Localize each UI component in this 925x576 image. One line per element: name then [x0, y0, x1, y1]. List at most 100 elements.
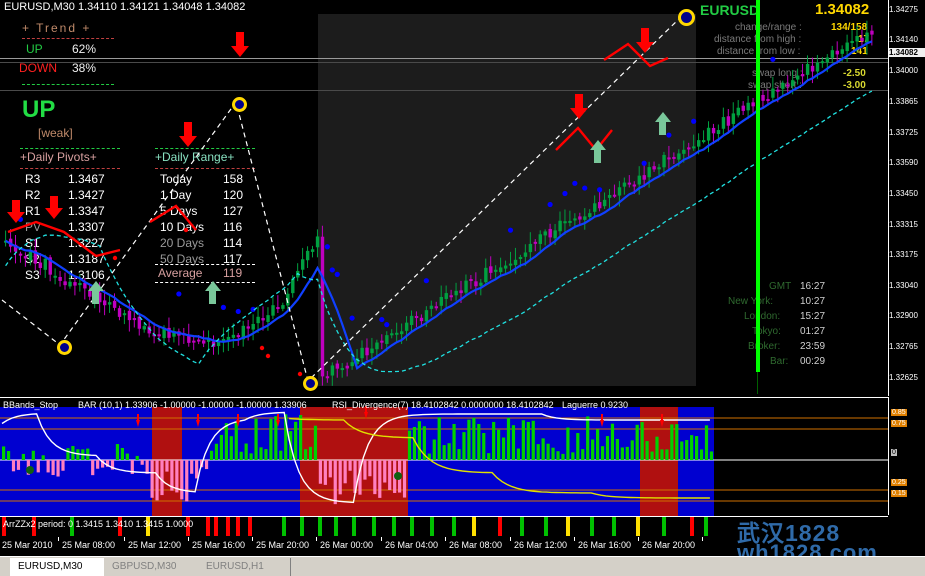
indicator-scale-label: 0.75 [891, 420, 907, 427]
daily-range-divider-top [155, 148, 255, 149]
time-axis[interactable]: 25 Mar 2010 25 Mar 08:00 25 Mar 12:00 25… [0, 537, 888, 556]
clock-value: 01:27 [800, 326, 826, 337]
time-tick-label: 25 Mar 16:00 [192, 540, 246, 550]
time-tick-label: 26 Mar 00:00 [320, 540, 374, 550]
daily-range-divider-bottom [155, 168, 255, 169]
indicator-scale-label: 0.85 [891, 409, 907, 416]
clock-value: 15:27 [800, 311, 826, 322]
indicator-graphics [0, 398, 888, 516]
pivot-label: S1 [25, 236, 40, 250]
time-tick-mark [702, 537, 703, 541]
trend-down-value: 38% [72, 61, 97, 75]
trend-up-value: 62% [72, 42, 97, 56]
info-row-value: 134/158 [831, 22, 868, 33]
time-tick-label: 25 Mar 2010 [2, 540, 53, 550]
clock-label: Broker: [748, 341, 781, 352]
price-tick: 1.33175 [889, 250, 918, 259]
time-tick-mark [252, 537, 253, 541]
price-tick: 1.34000 [889, 66, 918, 75]
indicator-scale-label: 0.15 [891, 490, 907, 497]
indicator-scale-label: 0 [891, 449, 897, 456]
price-tick: 1.32625 [889, 373, 918, 382]
clock-label: Tokyo: [752, 326, 781, 337]
time-tick-mark [381, 537, 382, 541]
price-tick: 1.33040 [889, 281, 918, 290]
price-tick: 1.33450 [889, 189, 918, 198]
price-tick: 1.33590 [889, 158, 918, 167]
time-tick-label: 25 Mar 12:00 [128, 540, 182, 550]
trend-panel-title: + Trend + [22, 21, 92, 35]
main-chart[interactable]: EURUSD,M30 1.34110 1.34121 1.34048 1.340… [0, 0, 888, 396]
pivot-value: 1.3467 [68, 172, 105, 186]
swap-short-label: swap short : [748, 80, 802, 91]
range-label: 20 Days [160, 236, 205, 250]
clock-label: London: [744, 311, 781, 322]
time-tick-mark [445, 537, 446, 541]
range-value: 120 [223, 188, 244, 202]
laguerre-label: Laguerre 0.9230 [562, 400, 629, 410]
trend-up-label: UP [26, 42, 43, 56]
indicator-scale-label: 0.25 [891, 479, 907, 486]
trend-signal: UP [22, 96, 56, 123]
zigzag-pivot-marker [678, 9, 695, 26]
clock-label: Bar: [770, 356, 789, 367]
pivot-label: R3 [25, 172, 41, 186]
tab-eurusd-h1[interactable]: EURUSD,H1 [198, 558, 291, 576]
range-label: Today [160, 172, 193, 186]
chart-graphics [1, 0, 874, 394]
tab-eurusd-m30[interactable]: EURUSD,M30 [10, 558, 110, 576]
time-tick-label: 26 Mar 20:00 [642, 540, 696, 550]
zigzag-pivot-marker [303, 376, 318, 391]
hline-resistance-2 [0, 62, 888, 63]
info-row-value: 141 [851, 46, 868, 57]
time-tick-mark [124, 537, 125, 541]
swap-long-label: swap long : [752, 68, 803, 79]
arrzz-label: ArrZZx2 period: 0 1.3415 1.3410 1.3415 1… [3, 519, 194, 529]
time-tick-label: 25 Mar 20:00 [256, 540, 310, 550]
price-tick: 1.34275 [889, 5, 918, 14]
price-tick: 1.33865 [889, 97, 918, 106]
range-value: 114 [223, 236, 243, 250]
clock-label: New York: [728, 296, 774, 307]
zigzag-pivot-marker [232, 97, 247, 112]
chart-tab-bar[interactable]: EURUSD,M30 GBPUSD,M30 EURUSD,H1 [0, 556, 925, 576]
tab-gbpusd-m30[interactable]: GBPUSD,M30 [104, 558, 205, 576]
pivot-label: R1 [25, 204, 41, 218]
time-tick-label: 26 Mar 04:00 [385, 540, 439, 550]
pivot-label: S3 [25, 268, 40, 282]
trend-down-label: DOWN [19, 61, 57, 75]
hline-mid [0, 90, 888, 91]
daily-range-average-value: 119 [223, 266, 243, 280]
pivot-value: 1.3106 [68, 268, 105, 282]
range-value: 116 [223, 220, 243, 234]
price-tick: 1.33725 [889, 128, 918, 137]
indicator-scale-axis[interactable]: 0.85 0.75 0 0.25 0.15 [888, 397, 925, 515]
clock-value: 00:29 [800, 356, 826, 367]
price-tick: 1.32765 [889, 342, 918, 351]
range-label: 50 Days [160, 252, 205, 266]
arrzz-graphics [2, 517, 708, 536]
swap-short-value: -3.00 [843, 80, 866, 91]
time-tick-mark [510, 537, 511, 541]
chart-symbol-header: EURUSD,M30 1.34110 1.34121 1.34048 1.340… [4, 1, 246, 13]
range-label: 1 Day [160, 188, 192, 202]
price-tick: 1.33315 [889, 220, 918, 229]
pivot-value: 1.3347 [68, 204, 105, 218]
watermark-line1: 武汉1828 [737, 520, 841, 546]
indicator-subwindow[interactable] [0, 397, 888, 516]
zigzag-pivot-marker [57, 340, 72, 355]
daily-range-avg-divider [155, 264, 255, 265]
clock-value: 23:59 [800, 341, 826, 352]
info-price: 1.34082 [815, 1, 870, 18]
daily-range-average-label: Average [158, 266, 203, 280]
time-tick-mark [188, 537, 189, 541]
bar-indicator-label: BAR (10,1) 1.33906 -1.00000 -1.00000 -1.… [78, 400, 307, 410]
chart-highlight-region [318, 14, 696, 386]
price-tick: 1.34140 [889, 35, 918, 44]
price-axis[interactable]: 1.34275 1.34140 1.34082 1.34000 1.33865 … [888, 0, 925, 396]
info-row-label: change/range : [735, 22, 802, 33]
current-price-label: 1.34082 [889, 48, 925, 57]
time-tick-label: 26 Mar 12:00 [514, 540, 568, 550]
time-tick-mark [638, 537, 639, 541]
swap-long-value: -2.50 [843, 68, 866, 79]
